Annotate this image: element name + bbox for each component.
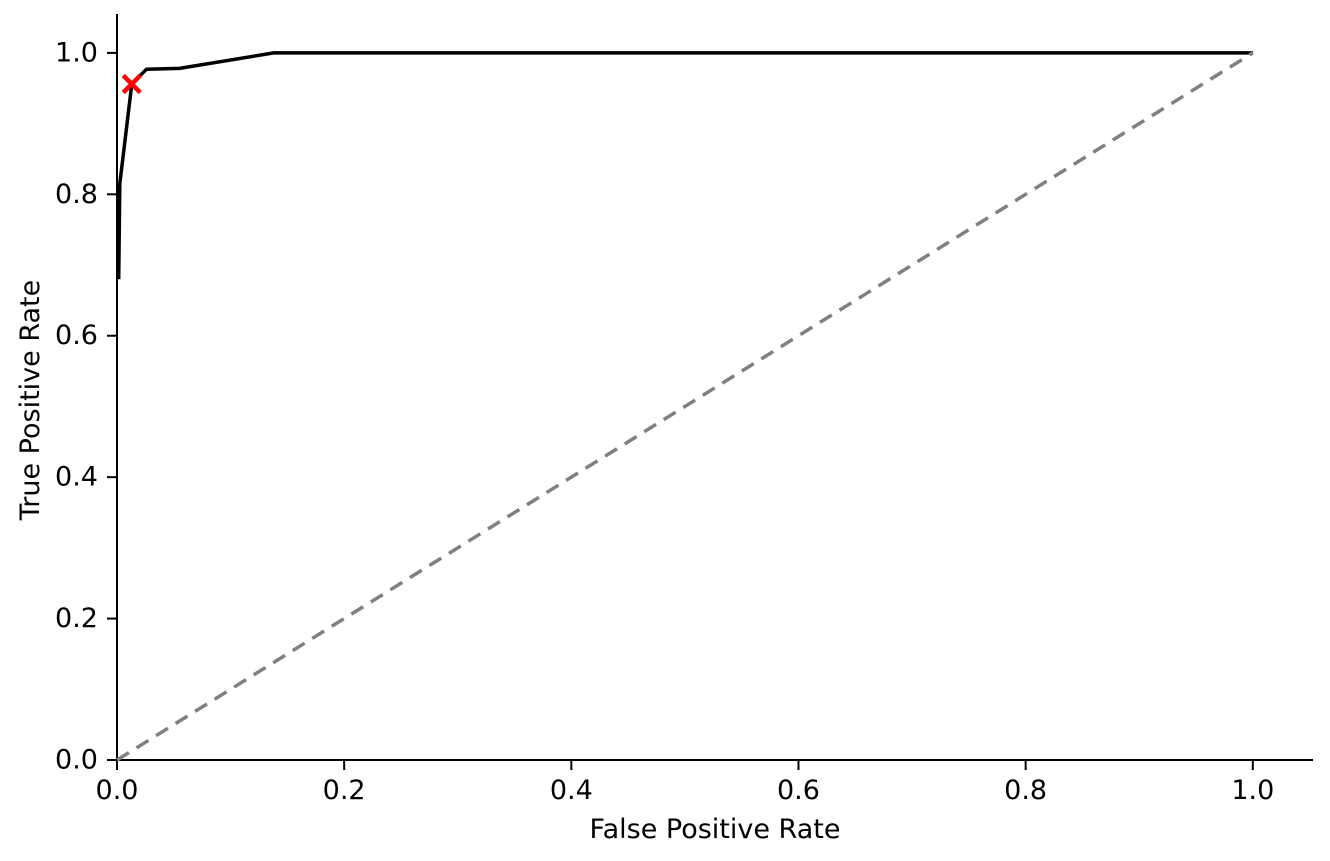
x-tick-label: 0.0 [96, 775, 139, 806]
roc-curve [116, 51, 1253, 280]
y-tick-label: 0.4 [55, 462, 98, 493]
y-tick-label: 0.8 [55, 179, 98, 210]
y-tick-label: 0.0 [55, 745, 98, 776]
axes: 0.0 0.2 0.4 0.6 0.8 1.0 0.0 0.2 0.4 0.6 0.8 1.0 [55, 14, 1313, 806]
x-tick-label: 0.8 [1004, 775, 1047, 806]
y-tick-label: 0.6 [55, 320, 98, 351]
x-tick-label: 0.4 [550, 775, 593, 806]
y-tick-label: 1.0 [55, 37, 98, 68]
x-axis-label: False Positive Rate [590, 814, 841, 845]
x-tick-label: 1.0 [1231, 775, 1274, 806]
marker-layer [121, 73, 142, 95]
operating-point-marker [121, 73, 142, 95]
chance-diagonal [116, 51, 1254, 762]
y-axis-label: True Positive Rate [15, 280, 46, 522]
x-marker-stroke [121, 73, 142, 95]
plot-series [116, 51, 1254, 762]
x-tick-label: 0.6 [777, 775, 820, 806]
x-tick-label: 0.2 [323, 775, 366, 806]
y-tick-label: 0.2 [55, 603, 98, 634]
